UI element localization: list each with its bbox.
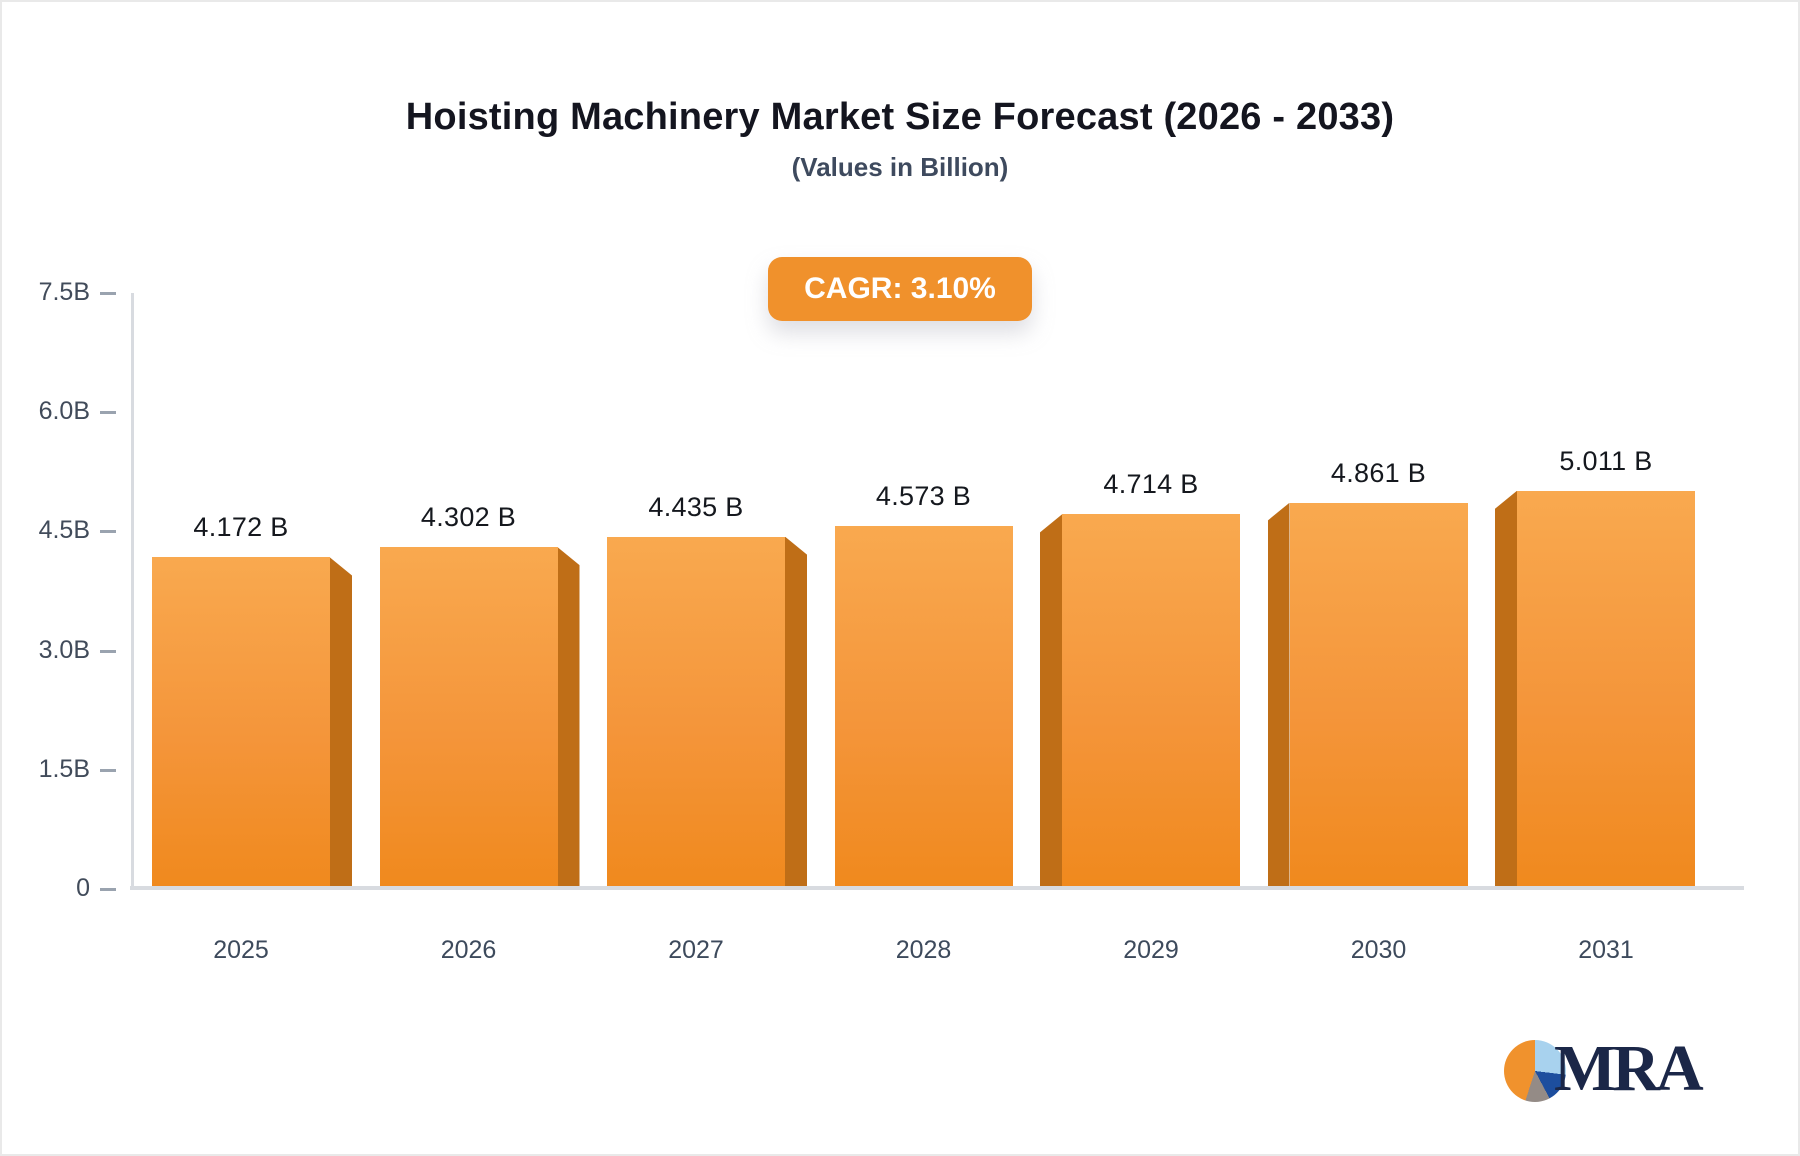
bar-2025 xyxy=(152,557,330,889)
y-axis-tick xyxy=(100,292,116,295)
x-axis-year-label-2025: 2025 xyxy=(213,936,269,964)
x-axis-year-label-2030: 2030 xyxy=(1350,936,1407,964)
y-axis-tick xyxy=(100,649,116,653)
y-axis-tick-label: 6.0B xyxy=(38,397,90,426)
mra-logo-pie-icon xyxy=(1504,1040,1566,1102)
chart-title: Hoisting Machinery Market Size Forecast … xyxy=(405,96,1395,138)
y-axis-tick-label: 0 xyxy=(76,874,90,902)
y-axis-tick xyxy=(100,530,116,534)
y-axis-tick xyxy=(100,888,116,891)
bar-value-label-2025: 4.172 B xyxy=(193,512,289,543)
bar-side-face-2025 xyxy=(330,557,352,889)
y-axis-tick xyxy=(100,411,116,415)
bar-side-face-2030 xyxy=(1267,502,1290,889)
bar-value-label-2026: 4.302 B xyxy=(420,502,517,533)
cagr-badge-row: CAGR: 3.10% xyxy=(2,257,1798,321)
bar-2028 xyxy=(834,525,1013,889)
chart-subtitle: (Values in Billion) xyxy=(791,152,1009,182)
mra-logo: MRA xyxy=(1504,1024,1744,1114)
y-axis-tick-label: 3.0B xyxy=(38,635,90,664)
bar-side-face-2029 xyxy=(1040,514,1062,889)
bar-value-label-2029: 4.714 B xyxy=(1103,469,1199,500)
bar-side-face-2026 xyxy=(557,547,580,889)
cagr-badge: CAGR: 3.10% xyxy=(768,257,1032,321)
y-axis-tick-label: 7.5B xyxy=(38,278,90,306)
y-axis-tick xyxy=(100,768,116,772)
bar-2031 xyxy=(1517,490,1695,889)
x-axis-line xyxy=(130,886,1744,890)
bar-side-face-2027 xyxy=(785,536,807,889)
bar-value-label-2031: 5.011 B xyxy=(1559,445,1653,476)
bar-2026 xyxy=(379,547,558,889)
y-axis-tick-label: 4.5B xyxy=(38,516,90,545)
x-axis-year-label-2027: 2027 xyxy=(668,936,724,964)
bar-value-label-2028: 4.573 B xyxy=(875,480,972,511)
x-axis-year-label-2031: 2031 xyxy=(1578,936,1634,964)
x-axis-year-label-2026: 2026 xyxy=(440,936,497,964)
y-axis-line xyxy=(131,293,134,889)
bar-value-label-2027: 4.435 B xyxy=(648,491,744,522)
y-axis-tick-label: 1.5B xyxy=(38,754,90,783)
bar-value-label-2030: 4.861 B xyxy=(1330,457,1427,488)
x-axis-year-label-2028: 2028 xyxy=(895,936,952,964)
bar-2027 xyxy=(607,536,785,889)
bar-side-face-2031 xyxy=(1495,490,1517,889)
mra-logo-text: MRA xyxy=(1554,1032,1704,1105)
x-axis-year-label-2029: 2029 xyxy=(1123,936,1179,964)
bar-2030 xyxy=(1289,502,1468,889)
bar-2029 xyxy=(1062,514,1240,889)
